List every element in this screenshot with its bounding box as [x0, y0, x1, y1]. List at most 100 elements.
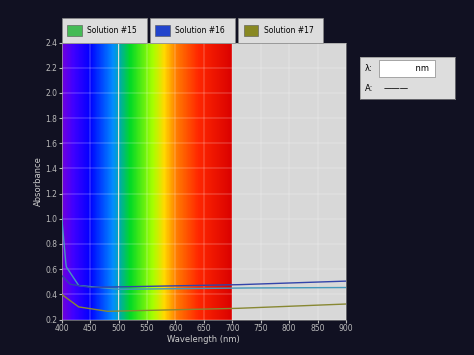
Bar: [200, 43, 201, 320]
Bar: [133, 43, 134, 320]
Bar: [135, 43, 136, 320]
Bar: [67, 24, 82, 36]
Bar: [182, 43, 183, 320]
Bar: [177, 43, 178, 320]
Bar: [116, 43, 117, 320]
Bar: [159, 43, 160, 320]
Bar: [131, 43, 132, 320]
Bar: [105, 43, 106, 320]
Bar: [71, 43, 72, 320]
Bar: [87, 43, 88, 320]
Bar: [76, 43, 77, 320]
Bar: [165, 43, 166, 320]
Bar: [214, 43, 215, 320]
Bar: [221, 43, 222, 320]
Bar: [112, 43, 113, 320]
Bar: [209, 43, 210, 320]
Bar: [98, 43, 99, 320]
Bar: [185, 43, 186, 320]
Bar: [179, 43, 180, 320]
Bar: [204, 43, 205, 320]
Bar: [78, 43, 79, 320]
Bar: [67, 43, 68, 320]
Bar: [73, 43, 74, 320]
Bar: [212, 43, 213, 320]
Bar: [194, 43, 195, 320]
Bar: [81, 43, 82, 320]
Bar: [137, 43, 138, 320]
Bar: [68, 43, 69, 320]
Bar: [176, 43, 177, 320]
Bar: [158, 43, 159, 320]
Bar: [220, 43, 221, 320]
Bar: [97, 43, 98, 320]
Bar: [126, 43, 127, 320]
Bar: [86, 43, 87, 320]
Bar: [157, 43, 158, 320]
Bar: [202, 43, 203, 320]
Text: Solution #16: Solution #16: [175, 26, 225, 35]
Bar: [168, 43, 169, 320]
Bar: [197, 43, 198, 320]
Bar: [100, 43, 101, 320]
Bar: [124, 43, 125, 320]
Bar: [180, 43, 181, 320]
Bar: [170, 43, 171, 320]
Bar: [208, 43, 209, 320]
Bar: [190, 43, 191, 320]
Bar: [114, 43, 115, 320]
FancyBboxPatch shape: [150, 18, 235, 43]
Text: Solution #17: Solution #17: [264, 26, 313, 35]
Bar: [216, 43, 217, 320]
Bar: [203, 43, 204, 320]
Bar: [138, 43, 139, 320]
Bar: [228, 43, 229, 320]
Bar: [103, 43, 104, 320]
Bar: [106, 43, 107, 320]
Bar: [196, 43, 197, 320]
Bar: [144, 43, 145, 320]
Bar: [142, 43, 143, 320]
Bar: [175, 43, 176, 320]
Bar: [219, 43, 220, 320]
FancyBboxPatch shape: [62, 18, 147, 43]
Bar: [107, 43, 108, 320]
Bar: [149, 43, 150, 320]
Bar: [169, 43, 170, 320]
Bar: [93, 43, 94, 320]
X-axis label: Wavelength (nm): Wavelength (nm): [167, 335, 240, 344]
Bar: [139, 43, 140, 320]
Bar: [101, 43, 102, 320]
Bar: [193, 43, 194, 320]
Bar: [63, 43, 64, 320]
Bar: [130, 43, 131, 320]
Bar: [188, 43, 189, 320]
Bar: [201, 43, 202, 320]
Bar: [150, 43, 151, 320]
Bar: [174, 43, 175, 320]
Bar: [206, 43, 207, 320]
Bar: [223, 43, 224, 320]
Bar: [181, 43, 182, 320]
Bar: [147, 43, 148, 320]
Bar: [207, 43, 208, 320]
Bar: [136, 43, 137, 320]
Bar: [110, 43, 111, 320]
Bar: [122, 43, 123, 320]
Bar: [113, 43, 114, 320]
Bar: [96, 43, 97, 320]
Bar: [155, 43, 156, 320]
Bar: [227, 43, 228, 320]
Bar: [118, 43, 119, 320]
Bar: [229, 43, 230, 320]
Bar: [222, 43, 223, 320]
Bar: [111, 43, 112, 320]
Bar: [184, 43, 185, 320]
Bar: [224, 43, 225, 320]
Bar: [161, 43, 162, 320]
Bar: [187, 43, 188, 320]
Bar: [79, 43, 80, 320]
Bar: [108, 43, 109, 320]
Bar: [195, 43, 196, 320]
Bar: [198, 43, 199, 320]
